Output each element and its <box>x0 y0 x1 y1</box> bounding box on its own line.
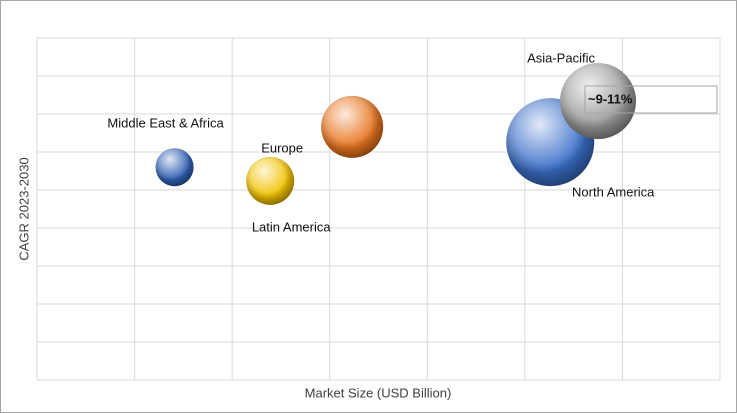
bubble-label: Latin America <box>252 219 332 234</box>
bubble-highlight <box>155 148 194 187</box>
bubble-label: Middle East & Africa <box>107 116 224 131</box>
bubble-highlight <box>560 63 637 140</box>
bubble-label: North America <box>572 185 655 200</box>
bubble-highlight <box>246 156 295 205</box>
bubble-label: Europe <box>261 140 303 155</box>
bubble-highlight <box>321 95 384 158</box>
callout-box <box>584 85 718 114</box>
y-axis-title: CAGR 2023-2030 <box>16 157 31 260</box>
bubble-label: Asia-Pacific <box>527 51 595 66</box>
callout-text: ~9-11% <box>588 91 633 106</box>
x-axis-title: Market Size (USD Billion) <box>305 385 452 400</box>
